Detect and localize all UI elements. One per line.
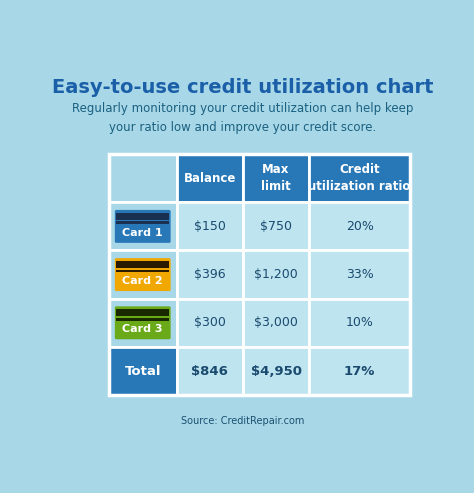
Text: Credit
utilization ratio: Credit utilization ratio bbox=[309, 163, 411, 193]
Text: $300: $300 bbox=[194, 317, 226, 329]
Text: Card 1: Card 1 bbox=[122, 228, 163, 238]
Text: Source: CreditRepair.com: Source: CreditRepair.com bbox=[181, 416, 305, 425]
Bar bbox=[109, 347, 177, 395]
Bar bbox=[309, 299, 410, 347]
Text: $4,950: $4,950 bbox=[251, 364, 301, 378]
Bar bbox=[243, 202, 309, 250]
Bar bbox=[116, 221, 169, 224]
Text: Easy-to-use credit utilization chart: Easy-to-use credit utilization chart bbox=[52, 78, 434, 97]
Bar bbox=[309, 154, 410, 202]
Bar bbox=[243, 250, 309, 299]
Text: $150: $150 bbox=[194, 220, 226, 233]
FancyBboxPatch shape bbox=[115, 258, 171, 291]
Text: Balance: Balance bbox=[183, 172, 236, 185]
Bar bbox=[309, 347, 410, 395]
Text: 17%: 17% bbox=[344, 364, 375, 378]
Bar bbox=[177, 154, 243, 202]
Bar bbox=[177, 202, 243, 250]
Text: $750: $750 bbox=[260, 220, 292, 233]
Bar bbox=[109, 154, 410, 395]
Bar bbox=[116, 213, 169, 219]
Bar bbox=[116, 270, 169, 273]
Bar bbox=[109, 202, 177, 250]
Bar bbox=[116, 309, 169, 316]
Text: 10%: 10% bbox=[346, 317, 374, 329]
Bar bbox=[309, 250, 410, 299]
Text: Card 2: Card 2 bbox=[122, 276, 163, 286]
Text: $846: $846 bbox=[191, 364, 228, 378]
Bar bbox=[309, 202, 410, 250]
Text: 33%: 33% bbox=[346, 268, 374, 281]
FancyBboxPatch shape bbox=[115, 306, 171, 339]
FancyBboxPatch shape bbox=[115, 210, 171, 243]
Text: Total: Total bbox=[125, 364, 161, 378]
Bar bbox=[177, 347, 243, 395]
Text: 20%: 20% bbox=[346, 220, 374, 233]
Bar bbox=[116, 317, 169, 321]
Bar bbox=[116, 261, 169, 268]
Bar bbox=[109, 154, 177, 202]
Bar bbox=[109, 299, 177, 347]
Bar bbox=[177, 250, 243, 299]
Text: $1,200: $1,200 bbox=[254, 268, 298, 281]
Text: $3,000: $3,000 bbox=[254, 317, 298, 329]
Bar bbox=[109, 250, 177, 299]
Bar bbox=[177, 299, 243, 347]
Text: Regularly monitoring your credit utilization can help keep
your ratio low and im: Regularly monitoring your credit utiliza… bbox=[72, 102, 414, 134]
Text: Max
limit: Max limit bbox=[261, 163, 291, 193]
Bar bbox=[243, 299, 309, 347]
Text: $396: $396 bbox=[194, 268, 226, 281]
Bar bbox=[243, 347, 309, 395]
Text: Card 3: Card 3 bbox=[122, 324, 163, 334]
Bar bbox=[243, 154, 309, 202]
